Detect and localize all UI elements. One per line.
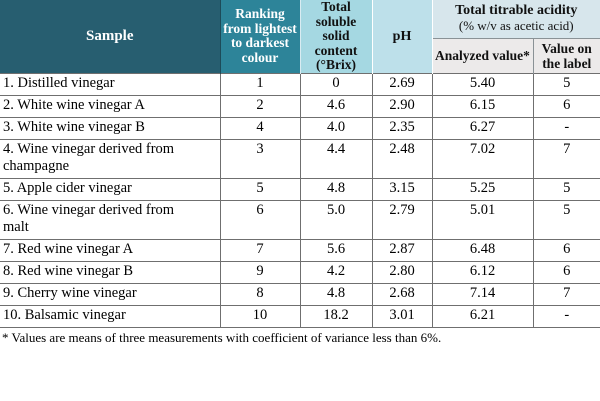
cell-value-on-label: 6 bbox=[533, 260, 600, 284]
vinegar-properties-table: Sample Ranking from lightest to darkest … bbox=[0, 0, 600, 328]
acidity-title-text: Total titrable acidity bbox=[455, 3, 578, 19]
cell-ranking: 2 bbox=[220, 94, 301, 118]
cell-analyzed-value: 6.48 bbox=[432, 238, 534, 262]
cell-analyzed-value: 7.02 bbox=[432, 138, 534, 179]
cell-ph: 2.79 bbox=[372, 199, 433, 240]
cell-brix: 4.8 bbox=[300, 282, 373, 306]
table-row: 3. White wine vinegar B 4 4.0 2.35 6.27- bbox=[0, 116, 600, 140]
cell-brix: 5.6 bbox=[300, 238, 373, 262]
table-row: 7. Red wine vinegar A 7 5.6 2.87 6.48 6 bbox=[0, 238, 600, 262]
column-header-ph: pH bbox=[372, 0, 433, 74]
cell-ranking: 8 bbox=[220, 282, 301, 306]
cell-analyzed-value: 7.14 bbox=[432, 282, 534, 306]
table-row: 4. Wine vinegar derived from champagne 3 4… bbox=[0, 138, 600, 179]
cell-sample: 2. White wine vinegar A bbox=[0, 94, 221, 118]
cell-value-on-label: 5 bbox=[533, 199, 600, 240]
cell-sample: 7. Red wine vinegar A bbox=[0, 238, 221, 262]
cell-ph: 2.90 bbox=[372, 94, 433, 118]
cell-analyzed-value: 5.40 bbox=[432, 72, 534, 96]
cell-analyzed-value: 5.01 bbox=[432, 199, 534, 240]
cell-sample: 10. Balsamic vinegar bbox=[0, 304, 221, 328]
cell-brix: 4.0 bbox=[300, 116, 373, 140]
cell-sample: 8. Red wine vinegar B bbox=[0, 260, 221, 284]
table-row: 1. Distilled vinegar 1 0 2.69 5.40 5 bbox=[0, 72, 600, 96]
cell-ranking: 5 bbox=[220, 177, 301, 201]
table-body: 1. Distilled vinegar 1 0 2.69 5.40 5 2. White … bbox=[0, 72, 600, 328]
cell-ph: 2.87 bbox=[372, 238, 433, 262]
column-header-total-titrable-acidity: Total titrable acidity (% w/v as acetic … bbox=[432, 0, 600, 40]
cell-sample: 3. White wine vinegar B bbox=[0, 116, 221, 140]
cell-sample: 4. Wine vinegar derived from champagne bbox=[0, 138, 221, 179]
cell-brix: 18.2 bbox=[300, 304, 373, 328]
cell-value-on-label: 7 bbox=[533, 282, 600, 306]
cell-brix: 4.2 bbox=[300, 260, 373, 284]
cell-analyzed-value: 6.15 bbox=[432, 94, 534, 118]
cell-value-on-label: - bbox=[533, 116, 600, 140]
cell-value-on-label: 7 bbox=[533, 138, 600, 179]
table-row: 8. Red wine vinegar B 9 4.2 2.80 6.12 6 bbox=[0, 260, 600, 284]
cell-value-on-label: 5 bbox=[533, 177, 600, 201]
column-header-brix: Total soluble solid content (°Brix) bbox=[300, 0, 373, 74]
cell-ph: 2.68 bbox=[372, 282, 433, 306]
cell-ph: 3.01 bbox=[372, 304, 433, 328]
table-header: Sample Ranking from lightest to darkest … bbox=[0, 0, 600, 74]
table-row: 10. Balsamic vinegar 10 18.2 3.01 6.21- bbox=[0, 304, 600, 328]
cell-ranking: 3 bbox=[220, 138, 301, 179]
cell-ranking: 1 bbox=[220, 72, 301, 96]
cell-ranking: 4 bbox=[220, 116, 301, 140]
cell-sample: 5. Apple cider vinegar bbox=[0, 177, 221, 201]
table-footnote: * Values are means of three measurements… bbox=[2, 329, 442, 345]
header-row-main: Sample Ranking from lightest to darkest … bbox=[0, 0, 600, 74]
cell-sample: 6. Wine vinegar derived from malt bbox=[0, 199, 221, 240]
cell-sample: 1. Distilled vinegar bbox=[0, 72, 221, 96]
cell-ranking: 10 bbox=[220, 304, 301, 328]
header-row-sub: Analyzed value* Value on the label bbox=[0, 38, 600, 74]
cell-analyzed-value: 5.25 bbox=[432, 177, 534, 201]
cell-value-on-label: 6 bbox=[533, 238, 600, 262]
cell-ph: 2.35 bbox=[372, 116, 433, 140]
acidity-units-text: (% w/v as acetic acid) bbox=[458, 17, 574, 33]
cell-ph: 3.15 bbox=[372, 177, 433, 201]
cell-brix: 4.8 bbox=[300, 177, 373, 201]
table-row: 9. Cherry wine vinegar 8 4.8 2.68 7.14 7 bbox=[0, 282, 600, 306]
cell-value-on-label: 5 bbox=[533, 72, 600, 96]
cell-ranking: 9 bbox=[220, 260, 301, 284]
cell-value-on-label: - bbox=[533, 304, 600, 328]
cell-sample: 9. Cherry wine vinegar bbox=[0, 282, 221, 306]
cell-ranking: 6 bbox=[220, 199, 301, 240]
table-row: 2. White wine vinegar A 2 4.6 2.90 6.15 6 bbox=[0, 94, 600, 118]
cell-analyzed-value: 6.12 bbox=[432, 260, 534, 284]
cell-ranking: 7 bbox=[220, 238, 301, 262]
cell-value-on-label: 6 bbox=[533, 94, 600, 118]
table-row: 5. Apple cider vinegar 5 4.8 3.15 5.25 5 bbox=[0, 177, 600, 201]
cell-analyzed-value: 6.27 bbox=[432, 116, 534, 140]
column-header-sample: Sample bbox=[0, 0, 221, 74]
cell-brix: 0 bbox=[300, 72, 373, 96]
cell-brix: 4.6 bbox=[300, 94, 373, 118]
cell-ph: 2.48 bbox=[372, 138, 433, 179]
cell-brix: 5.0 bbox=[300, 199, 373, 240]
cell-brix: 4.4 bbox=[300, 138, 373, 179]
table-row: 6. Wine vinegar derived from malt 6 5.0 2.7… bbox=[0, 199, 600, 240]
cell-ph: 2.69 bbox=[372, 72, 433, 96]
column-header-analyzed-value: Analyzed value* bbox=[432, 38, 534, 74]
cell-analyzed-value: 6.21 bbox=[432, 304, 534, 328]
cell-ph: 2.80 bbox=[372, 260, 433, 284]
column-header-value-on-label: Value on the label bbox=[533, 38, 600, 74]
column-header-ranking: Ranking from lightest to darkest colour bbox=[220, 0, 301, 74]
